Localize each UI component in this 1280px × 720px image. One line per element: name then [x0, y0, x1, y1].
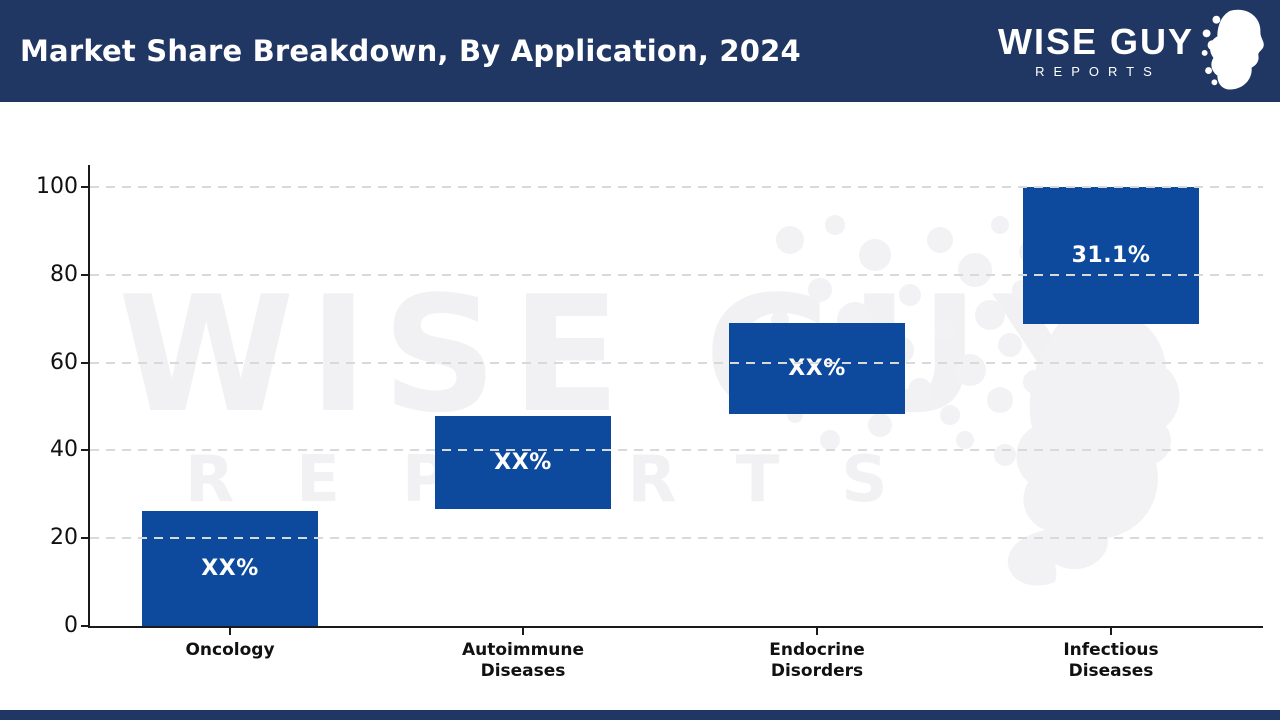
x-category-label-4: Infectious Diseases — [1063, 640, 1159, 681]
brand-logo-text: WISE GUY REPORTS — [997, 20, 1194, 79]
gridline-40 — [90, 449, 1263, 452]
logo-face-icon — [1201, 9, 1264, 90]
y-tick-label-100: 100 — [36, 174, 78, 199]
y-tick-label-80: 80 — [50, 261, 78, 287]
y-tick-mark-100 — [81, 186, 89, 188]
y-tick-mark-0 — [81, 625, 89, 627]
y-axis-spine — [88, 165, 90, 628]
brand-logo: WISE GUY REPORTS — [998, 6, 1270, 96]
x-tick-mark-2 — [522, 627, 524, 635]
bar-2: XX% — [435, 416, 611, 510]
y-tick-mark-60 — [81, 361, 89, 364]
bar-value-label: XX% — [201, 555, 259, 581]
bar-value-label: 31.1% — [1071, 242, 1151, 268]
y-tick-label-40: 40 — [50, 437, 78, 463]
bar-value-label: XX% — [788, 356, 846, 381]
y-tick-mark-20 — [81, 537, 89, 540]
y-tick-label-60: 60 — [50, 349, 78, 375]
x-category-label-1: Oncology — [185, 640, 275, 660]
plot-area: XX% XX% XX% 31.1% 0 20 40 60 80 100 Oncology Autoim… — [0, 102, 1280, 710]
y-tick-mark-40 — [81, 449, 89, 452]
x-tick-mark-3 — [816, 627, 818, 635]
gridline-60 — [90, 361, 1263, 364]
x-category-label-3: Endocrine Disorders — [769, 640, 865, 681]
x-tick-mark-4 — [1110, 627, 1112, 635]
bar-3: XX% — [729, 323, 905, 414]
brand-name: WISE GUY — [997, 20, 1194, 62]
gridline-20 — [90, 537, 1263, 540]
header-bar: Market Share Breakdown, By Application, … — [0, 0, 1280, 102]
footer-bar — [0, 710, 1280, 720]
y-tick-label-20: 20 — [50, 525, 78, 551]
page-title: Market Share Breakdown, By Application, … — [20, 34, 801, 68]
watermark-face-icon — [771, 215, 1180, 586]
bar-1: XX% — [142, 510, 318, 626]
x-category-label-2: Autoimmune Diseases — [461, 640, 585, 681]
y-tick-label-0: 0 — [64, 613, 78, 638]
bar-value-label: XX% — [494, 450, 552, 476]
x-tick-mark-1 — [229, 627, 231, 635]
y-tick-mark-80 — [81, 273, 89, 276]
brand-subtitle: REPORTS — [1035, 63, 1161, 79]
gridline-100 — [90, 186, 1263, 188]
gridline-80 — [90, 273, 1263, 276]
x-axis-spine — [88, 626, 1263, 628]
bar-4: 31.1% — [1023, 187, 1199, 324]
